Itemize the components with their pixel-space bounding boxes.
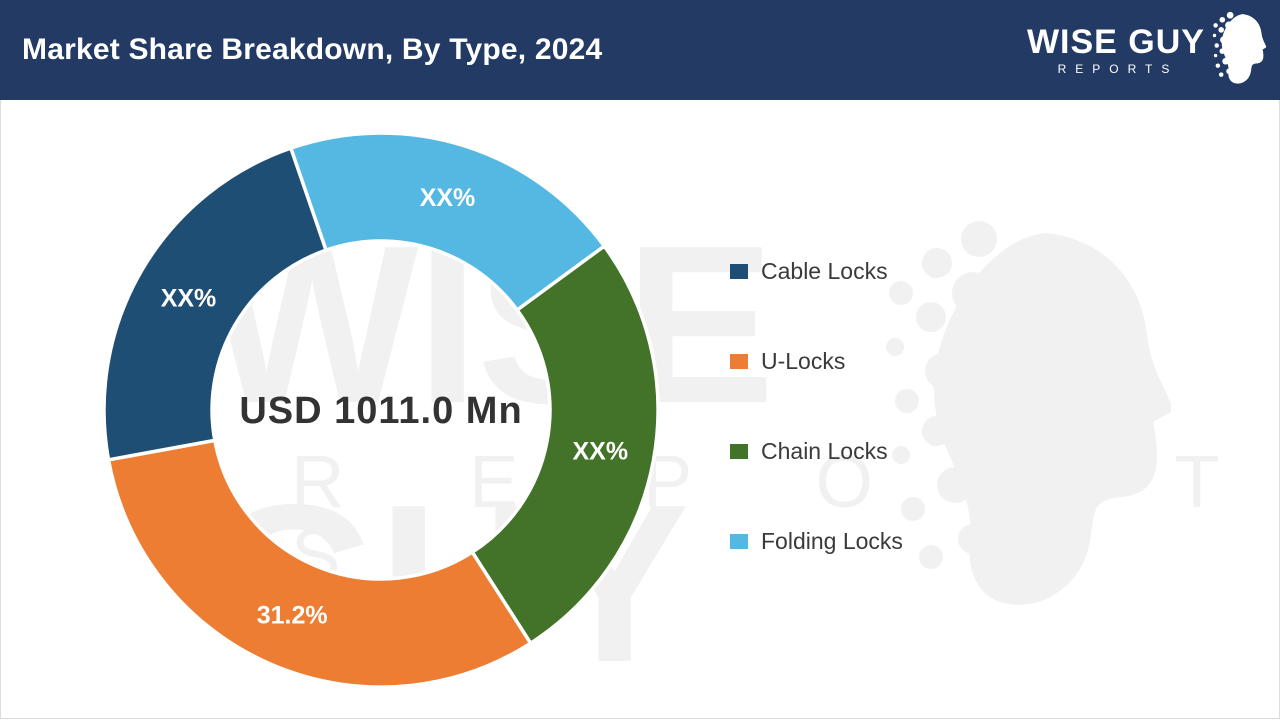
logo-wordmark-line2: REPORTS xyxy=(1057,62,1179,77)
legend-label: U-Locks xyxy=(761,347,846,374)
chart-legend: Cable Locks U-Locks Chain Locks Folding Loc… xyxy=(730,257,903,555)
legend-item-chain-locks: Chain Locks xyxy=(730,437,903,465)
donut-slice-folding-locks xyxy=(289,131,607,312)
watermark-face-icon xyxy=(886,221,1171,605)
legend-label: Cable Locks xyxy=(761,257,888,284)
legend-swatch-icon xyxy=(730,353,748,369)
slice-label-folding-locks: XX% xyxy=(420,184,476,212)
legend-swatch-icon xyxy=(730,443,748,459)
chart-area: WISE GUY R E P O R T S XX%XX%31.2%XX% US… xyxy=(0,100,1280,719)
slice-label-cable-locks: XX% xyxy=(161,284,217,312)
logo-wordmark-line1: WISE GUY xyxy=(1026,22,1205,61)
logo-wordmark: WISE GUY REPORTS xyxy=(1026,22,1205,77)
legend-swatch-icon xyxy=(730,533,748,549)
donut-slice-cable-locks xyxy=(102,146,328,462)
slice-label-u-locks: 31.2% xyxy=(257,602,328,630)
legend-swatch-icon xyxy=(730,263,748,279)
slice-label-chain-locks: XX% xyxy=(573,438,629,466)
donut-slice-chain-locks xyxy=(470,244,660,645)
page-title: Market Share Breakdown, By Type, 2024 xyxy=(22,33,603,66)
legend-label: Chain Locks xyxy=(761,437,888,464)
legend-item-u-locks: U-Locks xyxy=(730,347,903,375)
legend-item-folding-locks: Folding Locks xyxy=(730,527,903,555)
legend-item-cable-locks: Cable Locks xyxy=(730,257,903,285)
wise-guy-logo: WISE GUY REPORTS xyxy=(1027,9,1266,91)
legend-label: Folding Locks xyxy=(761,527,903,554)
chart-center-value: USD 1011.0 Mn xyxy=(239,390,522,432)
header-bar: Market Share Breakdown, By Type, 2024 WI… xyxy=(0,0,1280,100)
donut-chart: XX% XX% 31.2% XX% USD 1011.0 Mn xyxy=(101,130,661,690)
donut-slice-u-locks xyxy=(106,438,533,689)
logo-face-icon xyxy=(1212,11,1266,84)
